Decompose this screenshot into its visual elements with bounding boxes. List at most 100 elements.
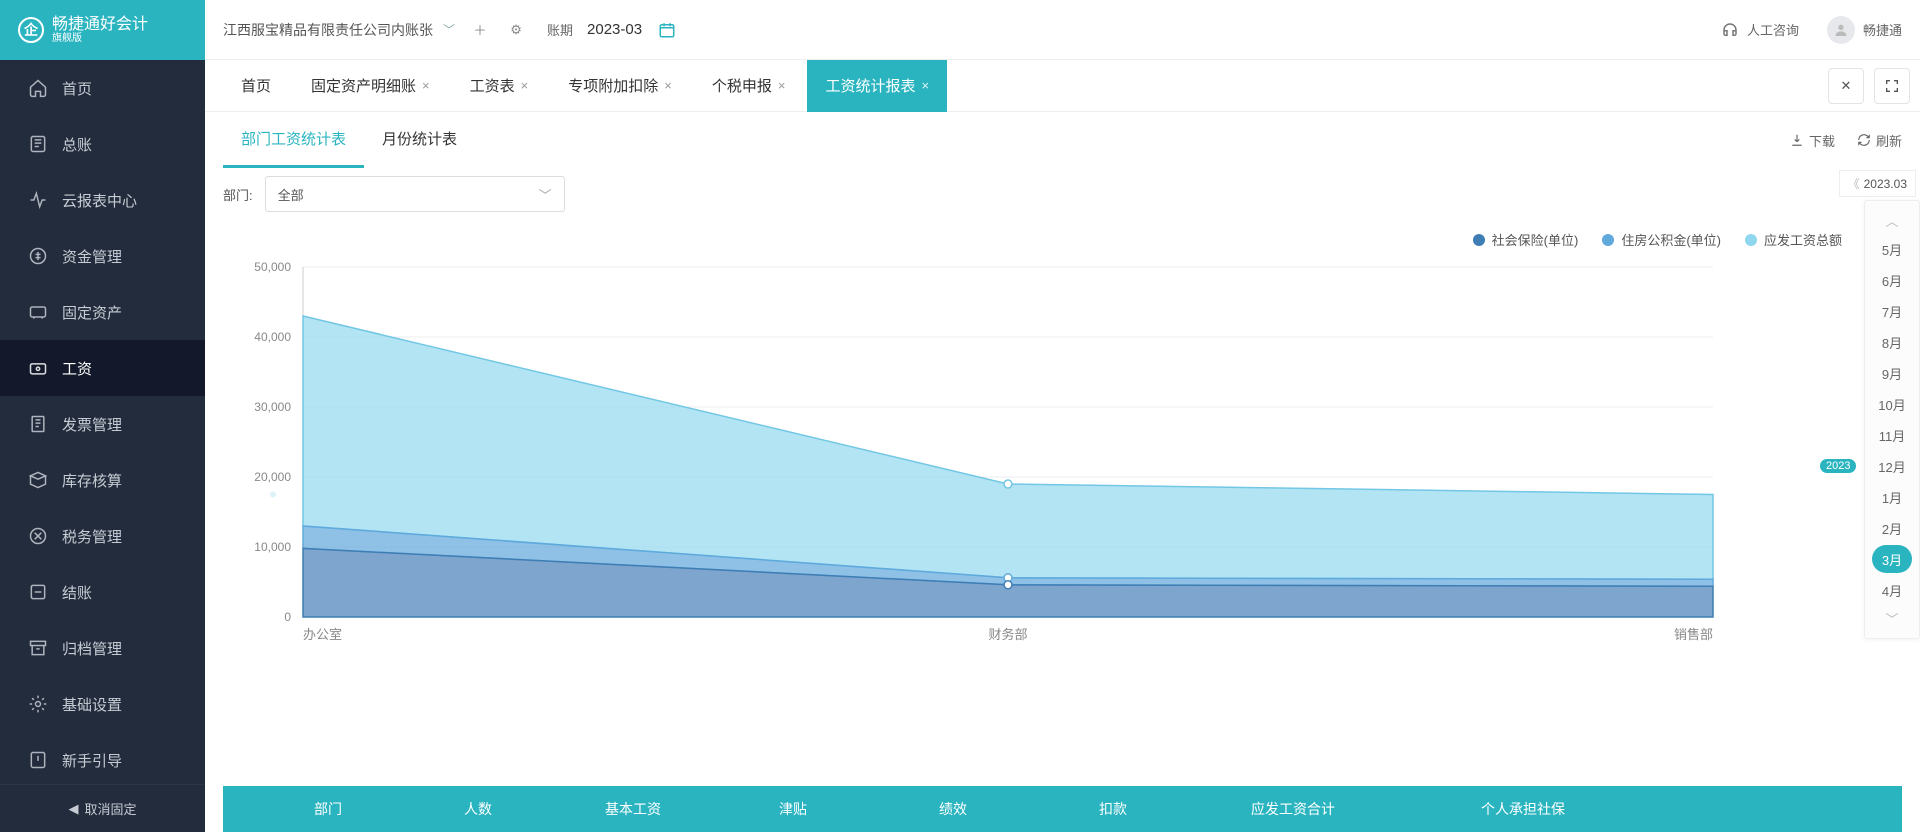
sidebar-item-pulse[interactable]: 云报表中心 <box>0 172 205 228</box>
avatar-icon <box>1827 16 1855 44</box>
sidebar-item-fund[interactable]: 资金管理 <box>0 228 205 284</box>
archive-icon <box>28 638 48 658</box>
svg-text:财务部: 财务部 <box>988 627 1027 642</box>
year-tag: 2023 <box>1820 459 1856 473</box>
month-option[interactable]: 8月 <box>1872 328 1912 356</box>
tab[interactable]: 首页 <box>223 60 289 112</box>
table-col-header: 人数 <box>403 799 553 819</box>
month-option[interactable]: 9月 <box>1872 359 1912 387</box>
table-col-header: 津贴 <box>713 799 873 819</box>
sidebar-item-guide[interactable]: 新手引导 <box>0 732 205 784</box>
home-icon <box>28 78 48 98</box>
month-option[interactable]: 11月 <box>1872 421 1912 449</box>
close-icon[interactable]: × <box>422 78 430 93</box>
legend-dot <box>1745 234 1757 246</box>
download-icon <box>1790 133 1804 147</box>
close-icon[interactable]: × <box>664 78 672 93</box>
sidebar-item-asset[interactable]: 固定资产 <box>0 284 205 340</box>
svg-text:30,000: 30,000 <box>254 400 291 414</box>
legend-dot <box>1473 234 1485 246</box>
close-icon[interactable]: × <box>778 78 786 93</box>
month-option[interactable]: 6月 <box>1872 266 1912 294</box>
dept-select[interactable]: 全部 ﹀ <box>265 176 565 212</box>
stock-icon <box>28 470 48 490</box>
guide-icon <box>28 750 48 770</box>
company-selector[interactable]: 江西服宝精品有限责任公司内账张 ﹀ <box>223 20 455 40</box>
table-col-header: 绩效 <box>873 799 1033 819</box>
month-option[interactable]: 5月 <box>1872 235 1912 263</box>
sidebar-item-base[interactable]: 基础设置 <box>0 676 205 732</box>
sidebar-item-home[interactable]: 首页 <box>0 60 205 116</box>
asset-icon <box>28 302 48 322</box>
dept-filter-label: 部门: <box>223 185 253 204</box>
brand-sub: 旗舰版 <box>52 33 148 44</box>
unpin-icon: ◀ <box>68 801 78 817</box>
scroll-up-icon[interactable]: ︿ <box>1883 209 1900 232</box>
legend-item[interactable]: 应发工资总额 <box>1745 230 1842 249</box>
table-col-header: 扣款 <box>1033 799 1193 819</box>
company-name: 江西服宝精品有限责任公司内账张 <box>223 20 433 40</box>
sidebar-item-close[interactable]: 结账 <box>0 564 205 620</box>
user-menu[interactable]: 畅捷通 <box>1827 16 1902 44</box>
close-icon[interactable]: × <box>521 78 529 93</box>
close-icon[interactable]: × <box>921 78 929 93</box>
fund-icon <box>28 246 48 266</box>
svg-text:10,000: 10,000 <box>254 540 291 554</box>
table-col-header: 个人承担社保 <box>1393 799 1653 819</box>
fullscreen-toggle[interactable] <box>1874 68 1910 104</box>
table-header: 部门人数基本工资津贴绩效扣款应发工资合计个人承担社保 <box>223 786 1902 832</box>
period-label: 账期 <box>547 20 573 39</box>
month-option[interactable]: 3月 <box>1872 545 1912 573</box>
refresh-icon <box>1857 133 1871 147</box>
tab[interactable]: 专项附加扣除× <box>550 60 690 112</box>
sidebar-item-archive[interactable]: 归档管理 <box>0 620 205 676</box>
current-period-chip[interactable]: 《 2023.03 <box>1839 170 1916 197</box>
tab[interactable]: 固定资产明细账× <box>293 60 448 112</box>
tab[interactable]: 工资表× <box>452 60 547 112</box>
svg-text:40,000: 40,000 <box>254 330 291 344</box>
sidebar-item-ledger[interactable]: 总账 <box>0 116 205 172</box>
brand-logo: 企 畅捷通好会计 旗舰版 <box>0 0 205 60</box>
close-icon <box>28 582 48 602</box>
tab[interactable]: 工资统计报表× <box>807 60 947 112</box>
close-all-tabs[interactable]: ✕ <box>1828 68 1864 104</box>
svg-text:50,000: 50,000 <box>254 260 291 274</box>
month-rail: ︿ 5月 6月 7月 8月 9月 10月 11月 12月2023 1月 2月 3月 4月 ﹀ <box>1864 200 1920 639</box>
legend-item[interactable]: 住房公积金(单位) <box>1602 230 1721 249</box>
month-option[interactable]: 12月2023 <box>1872 452 1912 480</box>
username: 畅捷通 <box>1863 20 1902 39</box>
support-link[interactable]: 人工咨询 <box>1721 20 1799 39</box>
sidebar-item-stock[interactable]: 库存核算 <box>0 452 205 508</box>
invoice-icon <box>28 414 48 434</box>
pulse-icon <box>28 190 48 210</box>
calendar-icon[interactable] <box>656 19 678 41</box>
period-value[interactable]: 2023-03 <box>587 21 642 38</box>
brand-icon: 企 <box>18 17 44 43</box>
chevron-down-icon: ﹀ <box>539 185 552 204</box>
tab[interactable]: 个税申报× <box>694 60 804 112</box>
salary-icon <box>28 358 48 378</box>
refresh-button[interactable]: 刷新 <box>1857 131 1902 150</box>
month-option[interactable]: 2月 <box>1872 514 1912 542</box>
scroll-down-icon[interactable]: ﹀ <box>1883 607 1900 630</box>
month-option[interactable]: 10月 <box>1872 390 1912 418</box>
month-option[interactable]: 1月 <box>1872 483 1912 511</box>
download-button[interactable]: 下载 <box>1790 131 1835 150</box>
sidebar-unpin[interactable]: ◀ 取消固定 <box>0 784 205 832</box>
svg-text:销售部: 销售部 <box>1674 627 1713 642</box>
svg-text:0: 0 <box>284 610 291 624</box>
subtab[interactable]: 月份统计表 <box>364 112 475 168</box>
month-option[interactable]: 7月 <box>1872 297 1912 325</box>
month-option[interactable]: 4月 <box>1872 576 1912 604</box>
sidebar-item-invoice[interactable]: 发票管理 <box>0 396 205 452</box>
sidebar-item-tax[interactable]: 税务管理 <box>0 508 205 564</box>
subtab[interactable]: 部门工资统计表 <box>223 112 364 168</box>
svg-text:办公室: 办公室 <box>303 627 342 642</box>
base-icon <box>28 694 48 714</box>
add-icon[interactable]: ＋ <box>469 19 491 41</box>
tax-icon <box>28 526 48 546</box>
headset-icon <box>1721 21 1739 39</box>
legend-item[interactable]: 社会保险(单位) <box>1473 230 1579 249</box>
sidebar-item-salary[interactable]: 工资 <box>0 340 205 396</box>
settings-icon[interactable]: ⚙ <box>505 19 527 41</box>
